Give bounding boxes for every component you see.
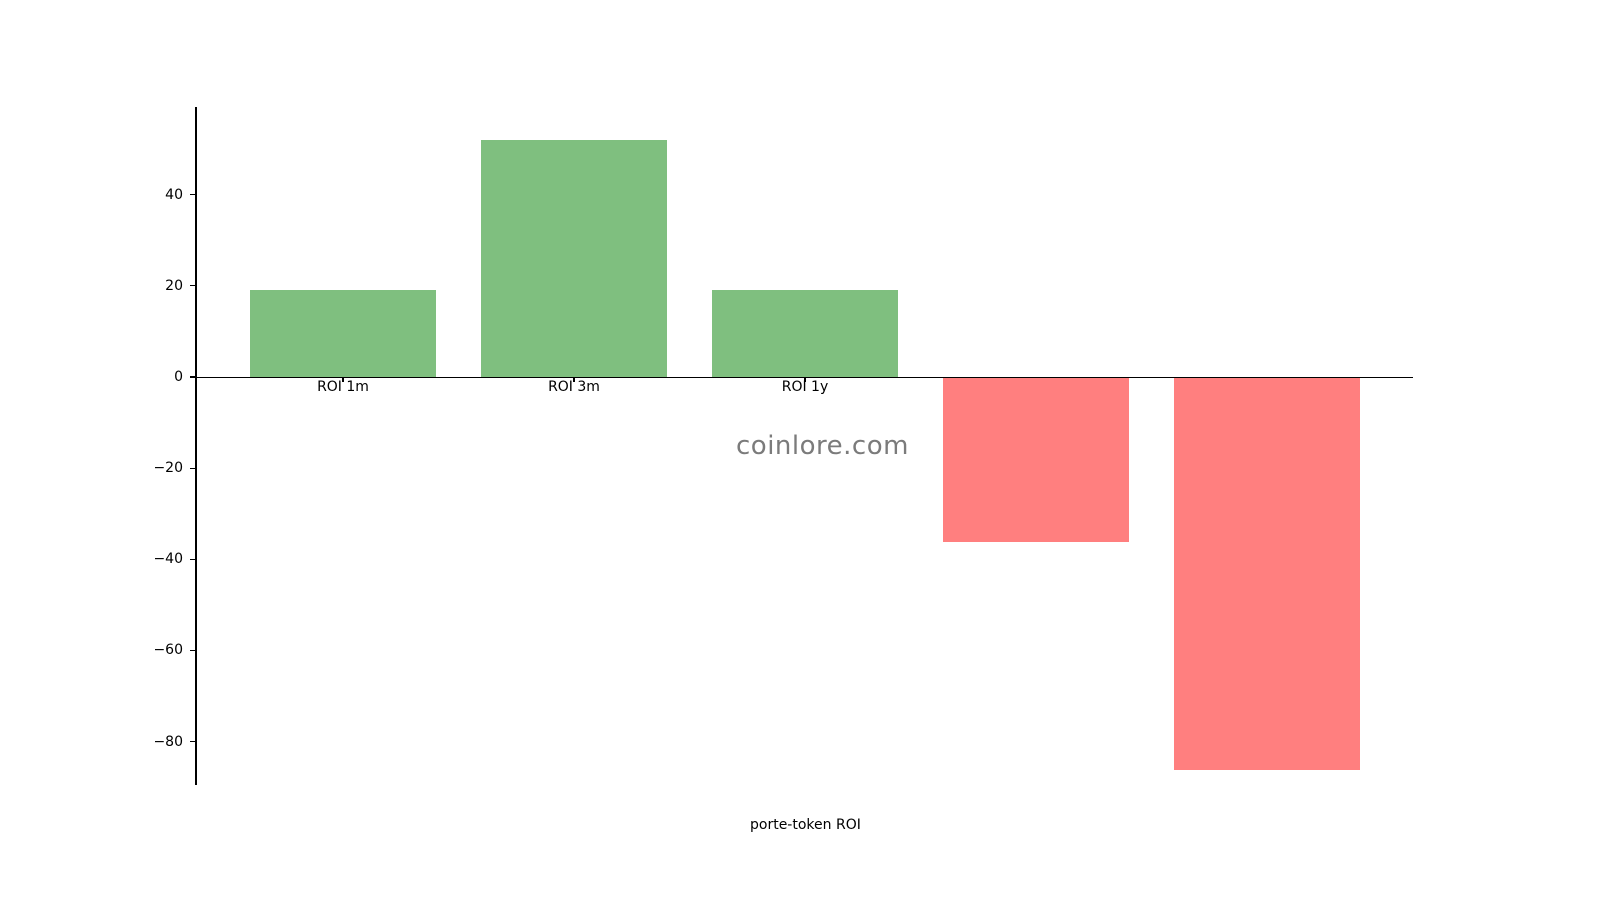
y-tick-mark — [190, 649, 195, 652]
y-tick-mark — [190, 194, 195, 196]
bar-positive — [481, 139, 667, 377]
bar-positive — [712, 290, 898, 377]
y-axis-spine — [195, 107, 197, 785]
x-tick-mark — [804, 377, 806, 382]
y-tick-label: 20 — [165, 277, 183, 294]
x-tick-mark — [342, 377, 344, 382]
watermark-text: coinlore.com — [736, 431, 909, 461]
x-axis-title: porte-token ROI — [750, 817, 861, 833]
y-tick-label: −20 — [153, 460, 183, 477]
y-tick-label: 0 — [174, 369, 183, 385]
y-tick-mark — [190, 285, 195, 287]
y-tick-mark — [190, 376, 195, 378]
bar-negative — [943, 377, 1129, 542]
y-tick-label: 40 — [165, 186, 183, 203]
x-axis-zero-line — [196, 376, 1413, 378]
y-tick-mark — [190, 741, 195, 743]
y-tick-label: −80 — [153, 733, 183, 750]
x-tick-label: ROI 1m — [317, 379, 369, 395]
y-tick-label: −60 — [153, 642, 183, 659]
bar-negative — [1174, 377, 1360, 770]
bar-positive — [250, 290, 436, 377]
x-tick-mark — [573, 377, 575, 382]
y-tick-mark — [190, 558, 195, 560]
y-tick-label: −40 — [153, 551, 183, 568]
x-tick-label: ROI 1y — [781, 379, 829, 395]
y-tick-mark — [190, 467, 195, 469]
x-tick-label: ROI 3m — [548, 379, 600, 395]
